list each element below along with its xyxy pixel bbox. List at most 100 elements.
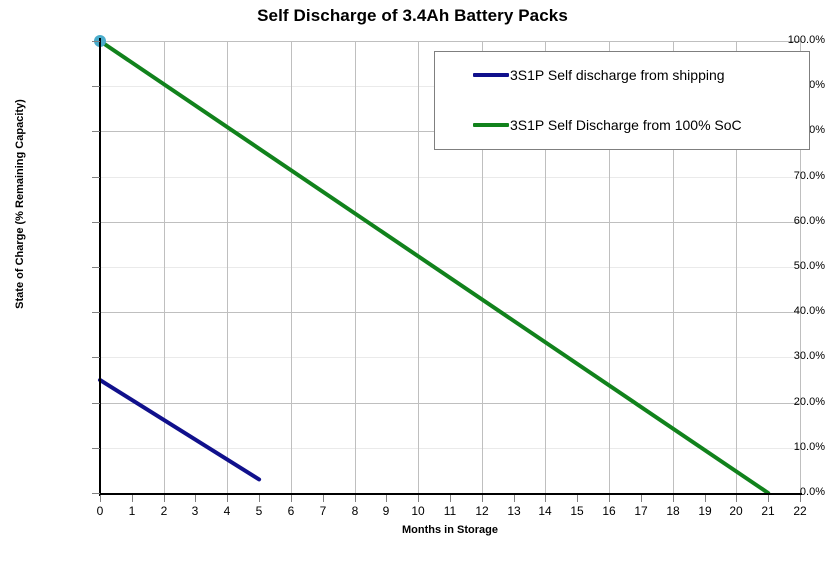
x-axis-tick	[195, 495, 196, 502]
x-axis-tick-label: 11	[443, 504, 457, 518]
x-axis-tick-label: 15	[570, 504, 584, 518]
y-axis-tick	[92, 41, 100, 42]
x-axis-tick	[259, 495, 260, 502]
x-axis-tick-label: 7	[319, 504, 327, 518]
gridline-vertical	[736, 41, 737, 493]
x-axis-tick-label: 12	[475, 504, 489, 518]
gridline-vertical	[418, 41, 419, 493]
gridline-horizontal	[100, 403, 800, 404]
x-axis-tick	[418, 495, 419, 502]
x-axis-tick	[609, 495, 610, 502]
y-axis-tick-label: 0.0%	[799, 486, 825, 498]
gridline-horizontal	[100, 357, 800, 358]
y-axis-tick-label: 60.0%	[793, 215, 825, 227]
legend-color-swatch	[473, 123, 509, 127]
y-axis-tick	[92, 357, 100, 358]
x-axis-tick	[355, 495, 356, 502]
y-axis-tick	[92, 222, 100, 223]
y-axis-tick-label: 40.0%	[793, 305, 825, 317]
x-axis-tick-label: 20	[729, 504, 743, 518]
x-axis-tick	[164, 495, 165, 502]
x-axis-tick	[482, 495, 483, 502]
y-axis-tick-label: 10.0%	[793, 441, 825, 453]
legend-label: 3S1P Self Discharge from 100% SoC	[510, 117, 742, 133]
y-axis-tick	[92, 493, 100, 494]
y-axis-tick	[92, 131, 100, 132]
x-axis-tick-label: 8	[351, 504, 359, 518]
x-axis-tick-label: 16	[602, 504, 616, 518]
y-axis-tick-label: 100.0%	[787, 34, 825, 46]
x-axis-tick-label: 1	[128, 504, 136, 518]
x-axis-tick-label: 9	[382, 504, 390, 518]
gridline-vertical	[800, 41, 801, 493]
gridline-horizontal	[100, 41, 800, 42]
gridline-horizontal	[100, 267, 800, 268]
gridline-vertical	[673, 41, 674, 493]
series-lines	[94, 35, 771, 495]
x-axis-tick	[641, 495, 642, 502]
y-axis-tick-label: 30.0%	[793, 350, 825, 362]
y-axis-tick-label: 50.0%	[793, 260, 825, 272]
x-axis-tick-label: 21	[761, 504, 775, 518]
x-axis-tick-label: 19	[698, 504, 712, 518]
y-axis-title: State of Charge (% Remaining Capacity)	[14, 99, 26, 309]
gridline-horizontal	[100, 312, 800, 313]
y-axis-tick	[92, 267, 100, 268]
x-axis-tick	[705, 495, 706, 502]
y-axis-tick-label: 20.0%	[793, 396, 825, 408]
gridline-vertical	[355, 41, 356, 493]
x-axis-tick	[800, 495, 801, 502]
chart-title: Self Discharge of 3.4Ah Battery Packs	[257, 6, 568, 25]
x-axis-line	[99, 493, 802, 495]
x-axis-tick-label: 14	[538, 504, 552, 518]
gridline-horizontal	[100, 222, 800, 223]
x-axis-tick-label: 4	[223, 504, 231, 518]
gridline-horizontal	[100, 448, 800, 449]
gridline-vertical	[482, 41, 483, 493]
legend-color-swatch	[473, 73, 509, 77]
x-axis-tick	[227, 495, 228, 502]
x-axis-tick-label: 3	[191, 504, 199, 518]
y-axis-line	[99, 38, 101, 496]
x-axis-tick	[386, 495, 387, 502]
y-axis-tick	[92, 86, 100, 87]
x-axis-tick	[100, 495, 101, 502]
y-axis-tick	[92, 448, 100, 449]
x-axis-tick	[291, 495, 292, 502]
gridline-vertical	[291, 41, 292, 493]
x-axis-tick	[545, 495, 546, 502]
gridline-vertical	[227, 41, 228, 493]
series-line-0	[98, 378, 262, 482]
chart-legend: 3S1P Self discharge from shipping 3S1P S…	[434, 51, 810, 150]
x-axis-tick	[323, 495, 324, 502]
y-axis-tick	[92, 312, 100, 313]
y-axis-tick	[92, 403, 100, 404]
x-axis-tick-label: 22	[793, 504, 807, 518]
x-axis-tick-label: 17	[634, 504, 648, 518]
gridline-vertical	[609, 41, 610, 493]
gridline-vertical	[164, 41, 165, 493]
x-axis-tick-label: 6	[287, 504, 295, 518]
x-axis-tick	[132, 495, 133, 502]
legend-entry[interactable]: 3S1P Self Discharge from 100% SoC	[435, 114, 809, 136]
x-axis-tick-label: 2	[160, 504, 168, 518]
x-axis-tick	[673, 495, 674, 502]
gridline-vertical	[545, 41, 546, 493]
y-axis-tick-label: 70.0%	[793, 170, 825, 182]
x-axis-tick	[736, 495, 737, 502]
x-axis-tick	[577, 495, 578, 502]
x-axis-tick	[450, 495, 451, 502]
x-axis-tick-label: 13	[507, 504, 521, 518]
x-axis-tick	[768, 495, 769, 502]
legend-label: 3S1P Self discharge from shipping	[510, 67, 725, 83]
x-axis-tick-label: 18	[666, 504, 680, 518]
x-axis-title: Months in Storage	[402, 524, 498, 536]
x-axis-tick-label: 5	[255, 504, 263, 518]
x-axis-tick-label: 0	[96, 504, 104, 518]
series-line-1	[98, 39, 771, 495]
legend-entry[interactable]: 3S1P Self discharge from shipping	[435, 64, 809, 86]
y-axis-tick	[92, 177, 100, 178]
x-axis-tick	[514, 495, 515, 502]
gridline-horizontal	[100, 177, 800, 178]
